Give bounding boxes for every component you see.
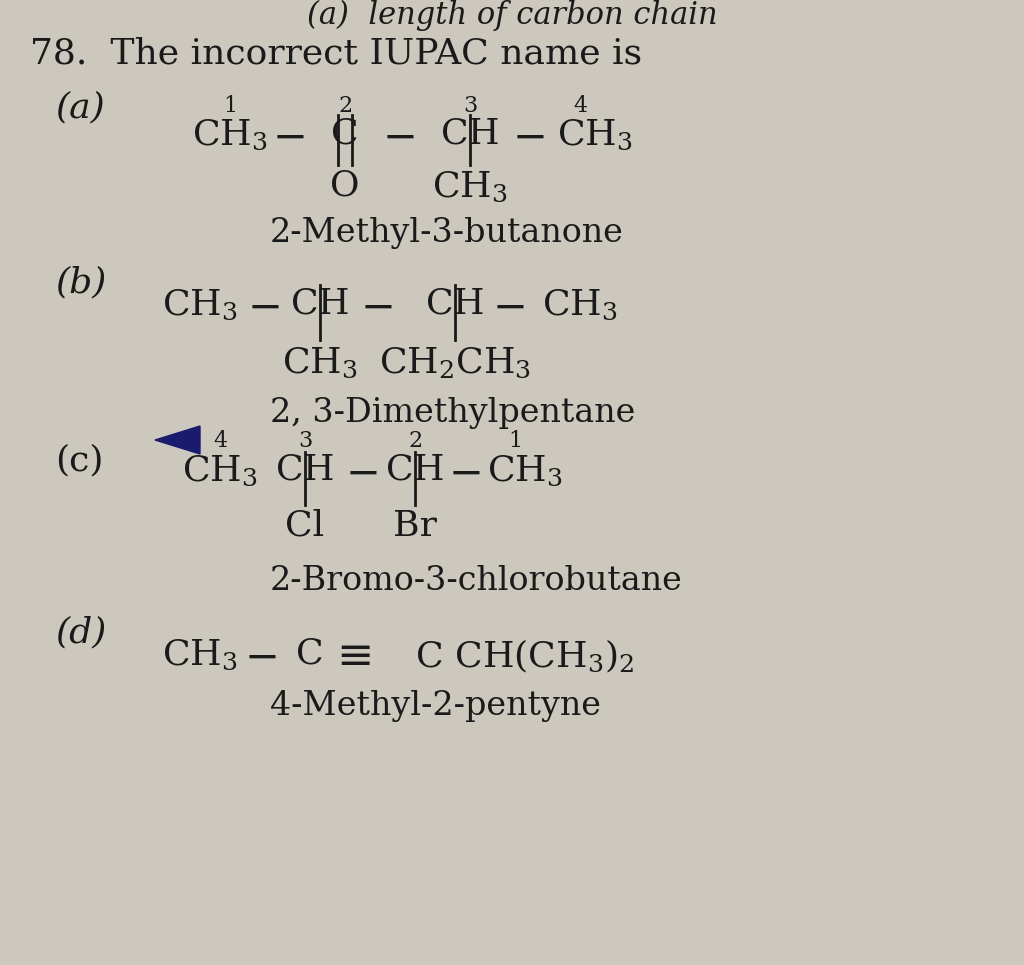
Text: 1: 1 [508, 430, 522, 452]
Text: −: − [360, 287, 395, 329]
Text: (a)  length of carbon chain: (a) length of carbon chain [306, 0, 718, 31]
Text: 4: 4 [573, 95, 587, 117]
Text: ≡: ≡ [336, 635, 374, 678]
Text: 2-Bromo-3-chlorobutane: 2-Bromo-3-chlorobutane [270, 565, 683, 597]
Text: Br: Br [393, 509, 437, 543]
Text: 2, 3-Dimethylpentane: 2, 3-Dimethylpentane [270, 397, 635, 429]
Text: $\mathregular{CH_3}$: $\mathregular{CH_3}$ [162, 287, 238, 321]
Text: O: O [331, 169, 359, 203]
Text: $\mathregular{CH_3}$: $\mathregular{CH_3}$ [193, 117, 268, 152]
Text: −: − [383, 117, 418, 159]
Text: C: C [296, 637, 324, 671]
Text: $\mathregular{CH_3}$: $\mathregular{CH_3}$ [487, 453, 563, 487]
Text: $\mathregular{CH}$: $\mathregular{CH}$ [385, 453, 444, 487]
Text: C: C [331, 117, 358, 151]
Text: $\mathregular{CH}$: $\mathregular{CH}$ [440, 117, 500, 151]
Text: −: − [345, 453, 381, 495]
Text: (c): (c) [55, 443, 103, 477]
Text: −: − [272, 117, 307, 159]
Text: 3: 3 [463, 95, 477, 117]
Text: $\mathregular{CH_3}$: $\mathregular{CH_3}$ [162, 637, 238, 672]
Text: 2-Methyl-3-butanone: 2-Methyl-3-butanone [270, 217, 624, 249]
Text: Cl: Cl [286, 509, 325, 543]
Text: (a): (a) [55, 90, 104, 124]
Text: −: − [245, 637, 280, 679]
Text: 2: 2 [408, 430, 422, 452]
Text: $\mathregular{CH}$: $\mathregular{CH}$ [291, 287, 349, 321]
Text: $\mathregular{CH_3}$: $\mathregular{CH_3}$ [557, 117, 633, 152]
Text: $\mathregular{CH}$: $\mathregular{CH}$ [275, 453, 335, 487]
Text: (d): (d) [55, 615, 106, 649]
Text: $\mathregular{CH}$: $\mathregular{CH}$ [425, 287, 484, 321]
Text: 4-Methyl-2-pentyne: 4-Methyl-2-pentyne [270, 690, 601, 722]
Text: −: − [493, 287, 527, 329]
Text: $\mathregular{CH_3}$: $\mathregular{CH_3}$ [432, 169, 508, 204]
Text: 2: 2 [338, 95, 352, 117]
Text: $\mathregular{CH_3}$: $\mathregular{CH_3}$ [182, 453, 258, 487]
Text: −: − [513, 117, 548, 159]
Text: 1: 1 [223, 95, 238, 117]
Text: 78.  The incorrect IUPAC name is: 78. The incorrect IUPAC name is [30, 37, 642, 71]
Text: 3: 3 [298, 430, 312, 452]
Text: $\mathregular{C\ CH(CH_3)_2}$: $\mathregular{C\ CH(CH_3)_2}$ [415, 637, 634, 674]
Text: $\mathregular{CH_2CH_3}$: $\mathregular{CH_2CH_3}$ [379, 345, 531, 379]
Text: $\mathregular{CH_3}$: $\mathregular{CH_3}$ [542, 287, 617, 321]
Text: −: − [449, 453, 483, 495]
Text: (b): (b) [55, 265, 106, 299]
Text: 4: 4 [213, 430, 227, 452]
Text: −: − [248, 287, 283, 329]
Text: $\mathregular{CH_3}$: $\mathregular{CH_3}$ [283, 345, 357, 379]
Polygon shape [155, 426, 200, 454]
